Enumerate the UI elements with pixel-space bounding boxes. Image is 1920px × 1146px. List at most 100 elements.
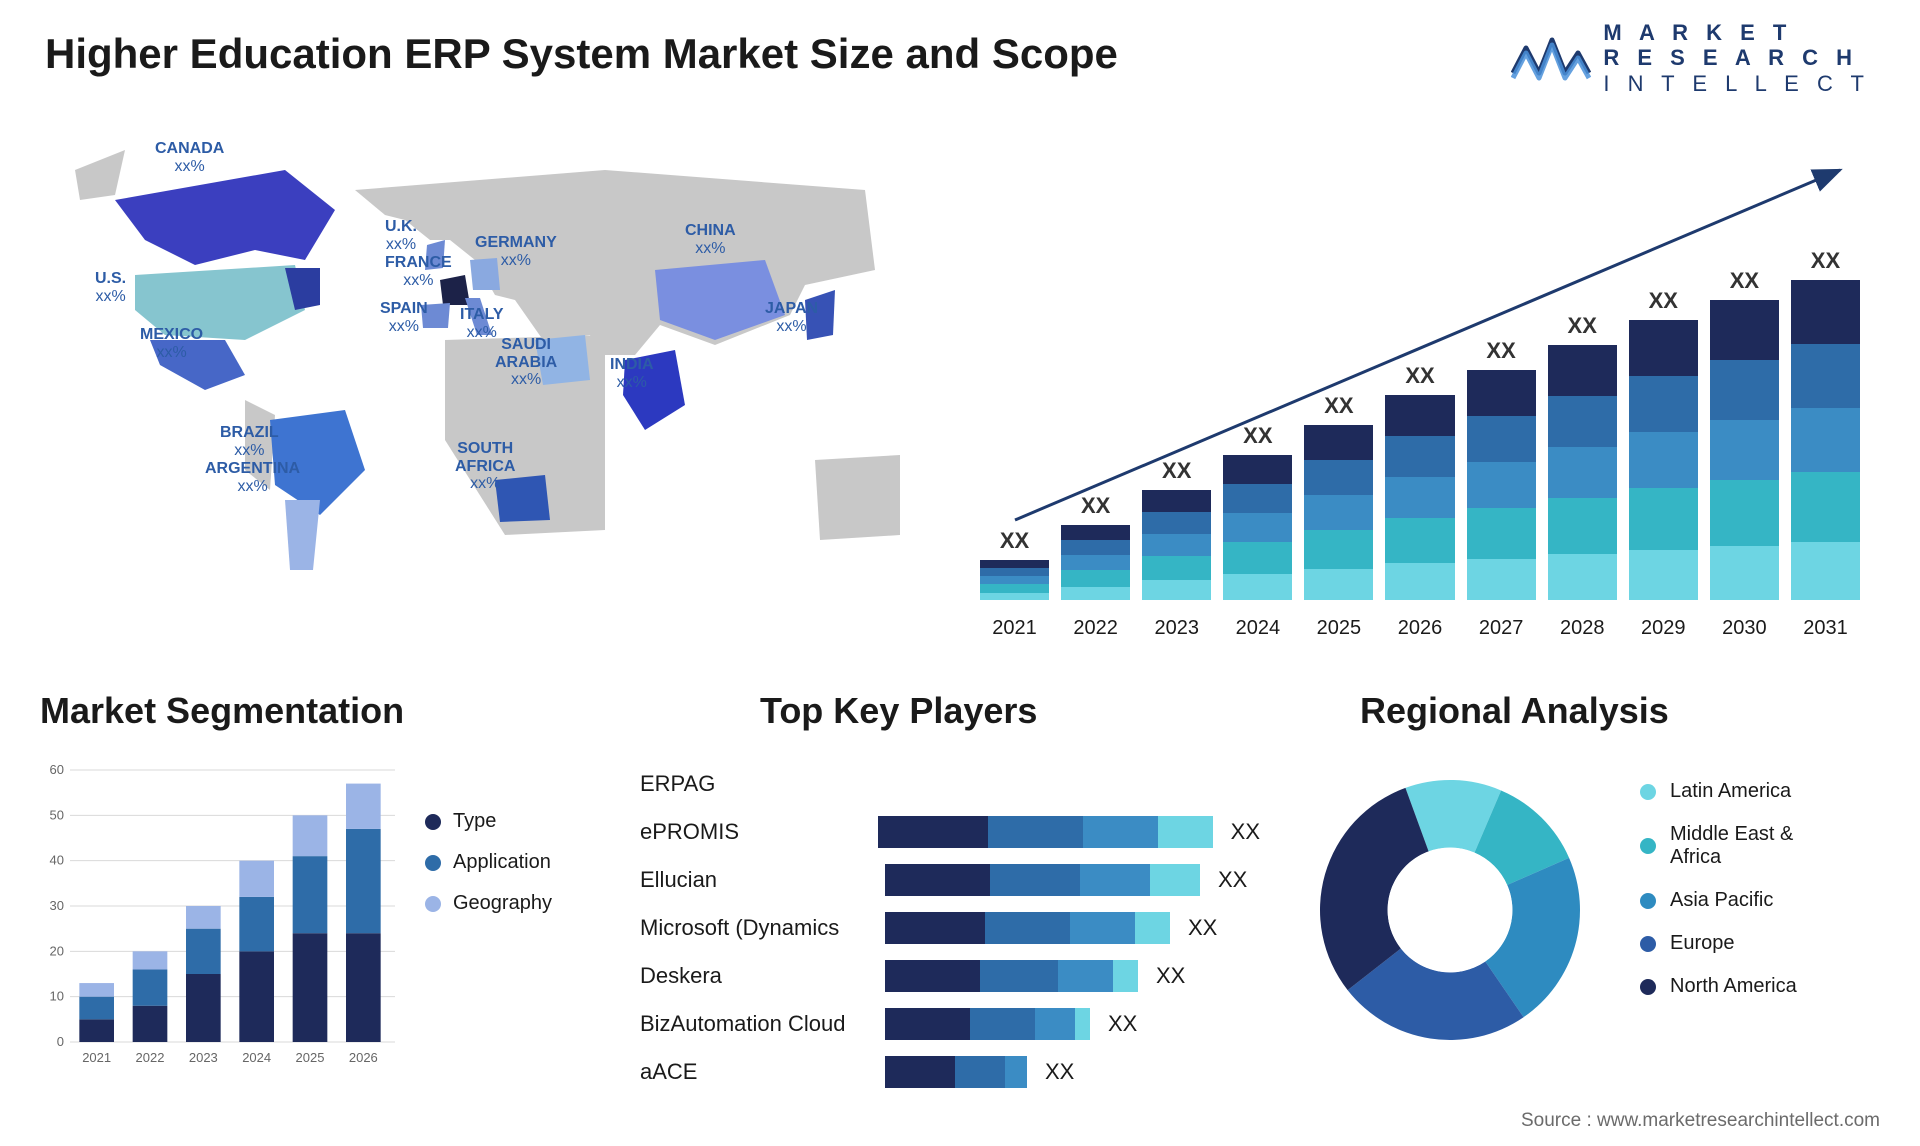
growth-value-label: XX <box>1000 528 1029 554</box>
growth-xtick: 2021 <box>980 617 1049 640</box>
growth-value-label: XX <box>1162 458 1191 484</box>
player-bar <box>885 960 1138 992</box>
players-section: Top Key Players ERPAGePROMISXXEllucianXX… <box>640 700 1260 1120</box>
growth-xtick: 2027 <box>1467 617 1536 640</box>
map-label-saudiarabia: SAUDIARABIAxx% <box>495 336 557 389</box>
svg-text:2022: 2022 <box>136 1050 165 1065</box>
map-label-france: FRANCExx% <box>385 254 452 289</box>
growth-bar-2022: XX <box>1061 493 1130 600</box>
player-row: aACE XX <box>640 1048 1260 1096</box>
growth-xtick: 2031 <box>1791 617 1860 640</box>
svg-text:50: 50 <box>50 807 64 822</box>
growth-xtick: 2025 <box>1304 617 1373 640</box>
segmentation-title: Market Segmentation <box>40 690 404 732</box>
svg-text:20: 20 <box>50 943 64 958</box>
map-label-japan: JAPANxx% <box>765 300 818 335</box>
growth-bar-2024: XX <box>1223 423 1292 600</box>
map-label-spain: SPAINxx% <box>380 300 428 335</box>
logo-text: M A R K E T R E S E A R C H I N T E L L … <box>1603 20 1870 96</box>
growth-bar-2025: XX <box>1304 393 1373 600</box>
svg-text:40: 40 <box>50 853 64 868</box>
regional-legend-item: Latin America <box>1640 780 1797 803</box>
map-label-us: U.S.xx% <box>95 270 126 305</box>
player-value: XX <box>1188 915 1217 941</box>
player-bar <box>885 1008 1090 1040</box>
player-row: Ellucian XX <box>640 856 1260 904</box>
map-label-uk: U.K.xx% <box>385 218 417 253</box>
player-row: ERPAG <box>640 760 1260 808</box>
growth-xtick: 2026 <box>1385 617 1454 640</box>
svg-text:30: 30 <box>50 898 64 913</box>
player-value: XX <box>1231 819 1260 845</box>
player-bar <box>885 1056 1027 1088</box>
segmentation-section: Market Segmentation 01020304050602021202… <box>40 700 620 1080</box>
page-title: Higher Education ERP System Market Size … <box>45 30 1118 78</box>
growth-bar-2029: XX <box>1629 288 1698 600</box>
svg-text:2023: 2023 <box>189 1050 218 1065</box>
player-bar <box>878 816 1213 848</box>
regional-legend-item: North America <box>1640 975 1797 998</box>
map-label-brazil: BRAZILxx% <box>220 424 279 459</box>
growth-bar-2028: XX <box>1548 313 1617 600</box>
growth-bar-2030: XX <box>1710 268 1779 600</box>
growth-bar-2021: XX <box>980 528 1049 600</box>
map-label-germany: GERMANYxx% <box>475 234 557 269</box>
svg-text:2021: 2021 <box>82 1050 111 1065</box>
svg-text:10: 10 <box>50 989 64 1004</box>
player-value: XX <box>1108 1011 1137 1037</box>
player-name: BizAutomation Cloud <box>640 1011 885 1037</box>
svg-text:2026: 2026 <box>349 1050 378 1065</box>
player-bar <box>885 864 1200 896</box>
growth-bar-chart: XXXXXXXXXXXXXXXXXXXXXX 20212022202320242… <box>980 160 1860 640</box>
player-name: aACE <box>640 1059 885 1085</box>
growth-value-label: XX <box>1324 393 1353 419</box>
player-row: BizAutomation Cloud XX <box>640 1000 1260 1048</box>
player-value: XX <box>1156 963 1185 989</box>
regional-legend-item: Middle East &Africa <box>1640 823 1797 869</box>
player-row: Microsoft (Dynamics XX <box>640 904 1260 952</box>
player-name: Microsoft (Dynamics <box>640 915 885 941</box>
growth-value-label: XX <box>1486 338 1515 364</box>
regional-legend-item: Europe <box>1640 932 1797 955</box>
map-label-china: CHINAxx% <box>685 222 736 257</box>
player-row: ePROMISXX <box>640 808 1260 856</box>
growth-bar-2023: XX <box>1142 458 1211 600</box>
map-svg <box>45 140 905 640</box>
growth-xtick: 2023 <box>1142 617 1211 640</box>
seg-legend-item: Geography <box>425 892 552 915</box>
growth-xtick: 2022 <box>1061 617 1130 640</box>
growth-xtick: 2028 <box>1548 617 1617 640</box>
player-name: Deskera <box>640 963 885 989</box>
svg-text:2024: 2024 <box>242 1050 271 1065</box>
seg-legend-item: Application <box>425 851 552 874</box>
growth-bar-2026: XX <box>1385 363 1454 600</box>
map-label-southafrica: SOUTHAFRICAxx% <box>455 440 515 493</box>
player-value: XX <box>1218 867 1247 893</box>
map-label-india: INDIAxx% <box>610 356 654 391</box>
growth-value-label: XX <box>1405 363 1434 389</box>
player-bar <box>885 912 1170 944</box>
segmentation-chart: 0102030405060202120222023202420252026 <box>40 760 400 1070</box>
regional-legend: Latin America Middle East &Africa Asia Pac… <box>1640 780 1797 1018</box>
player-name: ERPAG <box>640 771 885 797</box>
svg-text:60: 60 <box>50 762 64 777</box>
player-name: Ellucian <box>640 867 885 893</box>
growth-value-label: XX <box>1568 313 1597 339</box>
player-value: XX <box>1045 1059 1074 1085</box>
growth-bar-2031: XX <box>1791 248 1860 600</box>
seg-legend-item: Type <box>425 810 552 833</box>
regional-legend-item: Asia Pacific <box>1640 889 1797 912</box>
growth-bar-2027: XX <box>1467 338 1536 600</box>
growth-xtick: 2030 <box>1710 617 1779 640</box>
players-chart: ERPAGePROMISXXEllucianXXMicrosoft (Dynam… <box>640 760 1260 1096</box>
svg-text:2025: 2025 <box>296 1050 325 1065</box>
growth-value-label: XX <box>1243 423 1272 449</box>
player-row: Deskera XX <box>640 952 1260 1000</box>
regional-donut <box>1300 760 1600 1060</box>
source-attribution: Source : www.marketresearchintellect.com <box>1521 1110 1880 1132</box>
map-label-mexico: MEXICOxx% <box>140 326 203 361</box>
segmentation-legend: Type Application Geography <box>425 810 552 933</box>
map-label-canada: CANADAxx% <box>155 140 224 175</box>
growth-xtick: 2024 <box>1223 617 1292 640</box>
growth-value-label: XX <box>1649 288 1678 314</box>
